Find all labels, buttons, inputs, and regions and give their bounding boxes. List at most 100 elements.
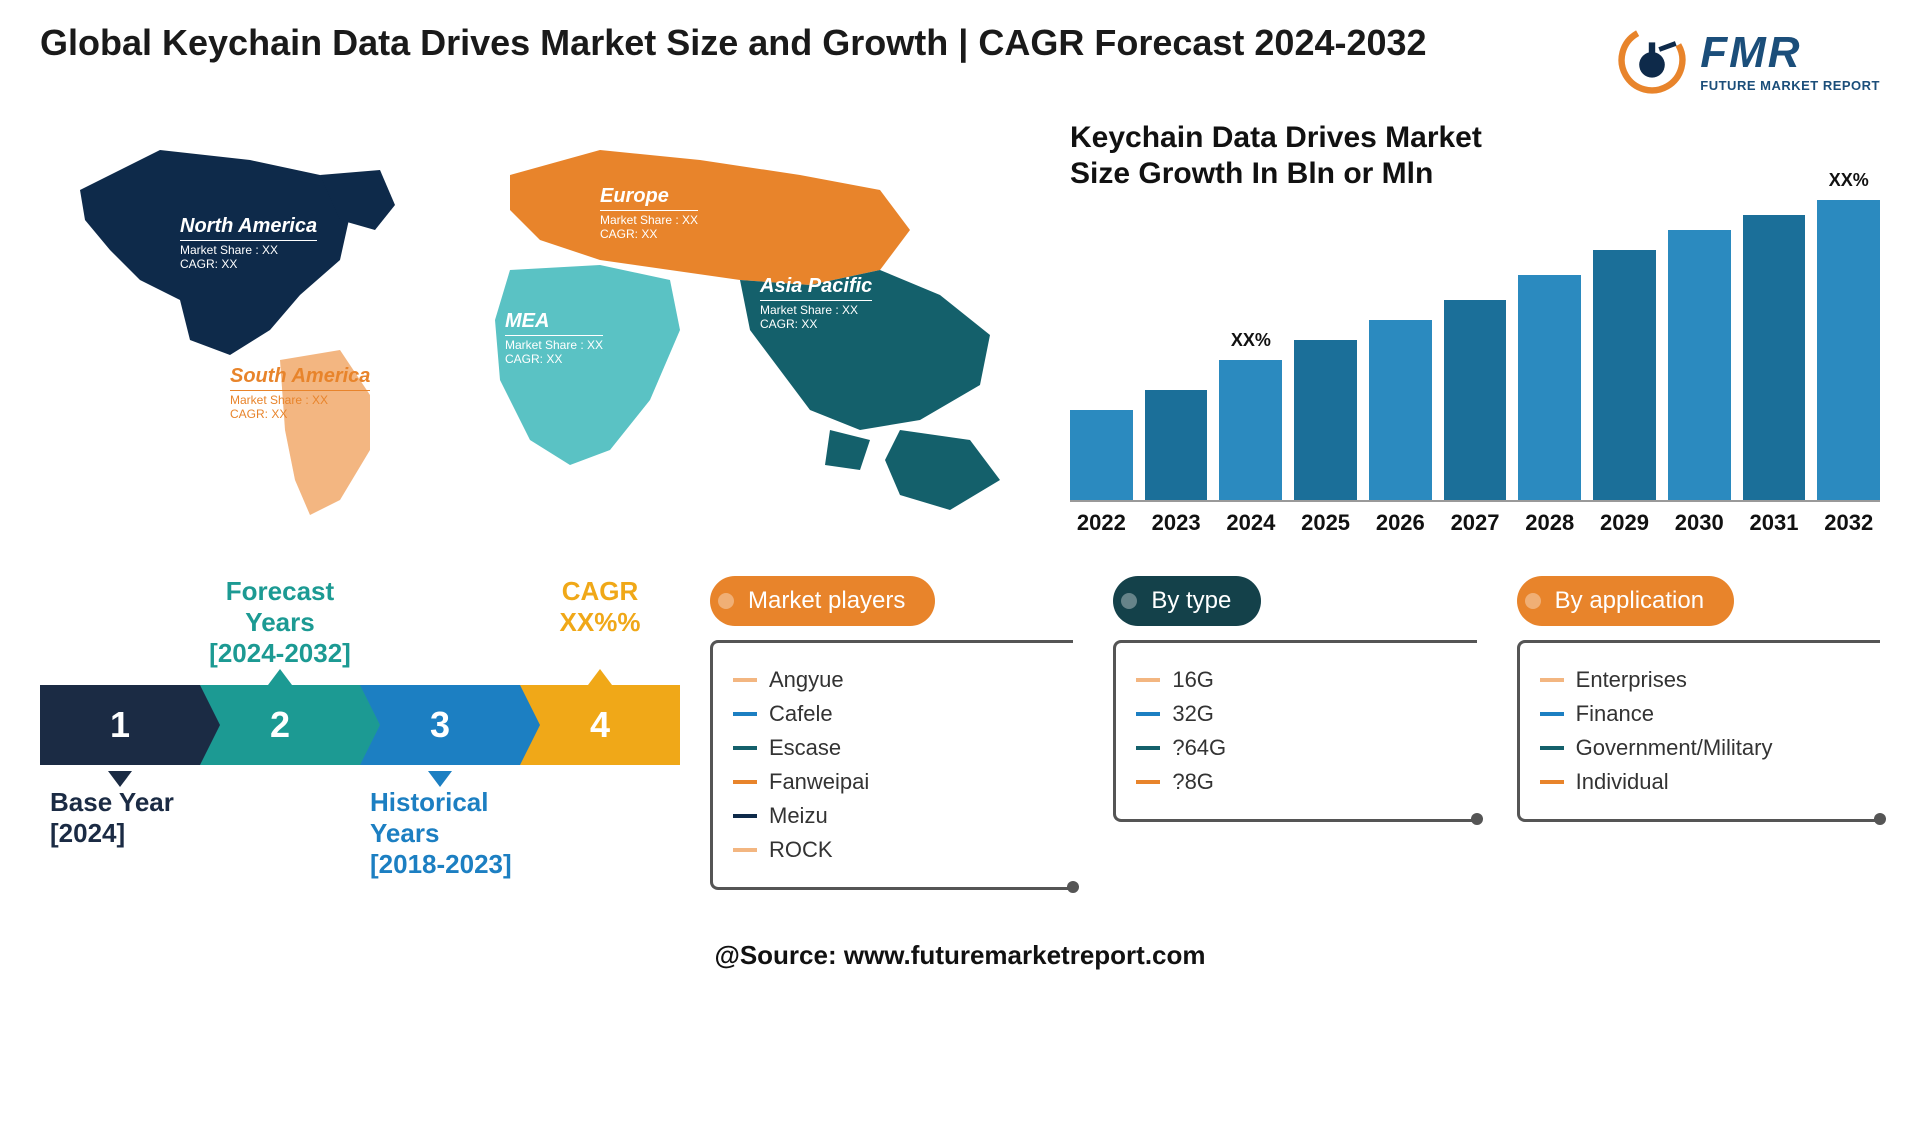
info-item: Individual (1540, 769, 1870, 795)
info-header: By application (1555, 587, 1704, 615)
year-label: 2023 (1145, 510, 1208, 536)
info-item-label: Escase (769, 735, 841, 761)
info-column: By type 16G 32G ?64G ?8G (1113, 576, 1476, 890)
dash-icon (733, 848, 757, 852)
chart-title: Keychain Data Drives Market Size Growth … (1070, 120, 1490, 192)
timeline-top-label: CAGR (520, 576, 680, 607)
timeline: Forecast Years[2024-2032]CAGRXX%% 1234 B… (40, 576, 680, 880)
logo-text-main: FMR (1700, 28, 1880, 78)
bar-col (1444, 300, 1507, 500)
dash-icon (1136, 712, 1160, 716)
bar (1369, 320, 1432, 500)
bar (1593, 250, 1656, 500)
bar (1070, 410, 1133, 500)
timeline-bot-label: Base Year (50, 787, 200, 818)
region-mea-share: Market Share : XX (505, 338, 603, 352)
info-item-label: ?64G (1172, 735, 1226, 761)
info-column: Market players Angyue Cafele Escase Fanweipa… (710, 576, 1073, 890)
year-label: 2025 (1294, 510, 1357, 536)
region-na-name: North America (180, 215, 317, 241)
dash-icon (1540, 746, 1564, 750)
timeline-bot-sub: [2024] (50, 818, 200, 849)
logo: FMR FUTURE MARKET REPORT (1612, 20, 1880, 100)
info-item: 16G (1136, 667, 1466, 693)
info-header: Market players (748, 587, 905, 615)
info-header: By type (1151, 587, 1231, 615)
region-na-cagr: CAGR: XX (180, 257, 317, 271)
info-item-label: Enterprises (1576, 667, 1687, 693)
timeline-top-sub: [2024-2032] (200, 638, 360, 669)
bar-col (1070, 410, 1133, 500)
region-eu-cagr: CAGR: XX (600, 227, 698, 241)
year-label: 2032 (1817, 510, 1880, 536)
dash-icon (733, 746, 757, 750)
bar-col: XX% (1219, 360, 1282, 500)
bar (1518, 275, 1581, 500)
info-pill: By application (1517, 576, 1734, 626)
year-label: 2030 (1668, 510, 1731, 536)
dash-icon (1136, 746, 1160, 750)
info-item: Government/Military (1540, 735, 1870, 761)
bar (1668, 230, 1731, 500)
info-item-label: Individual (1576, 769, 1669, 795)
year-label: 2029 (1593, 510, 1656, 536)
info-item-label: ROCK (769, 837, 833, 863)
bar (1817, 200, 1880, 500)
region-mea-cagr: CAGR: XX (505, 352, 603, 366)
bar (1219, 360, 1282, 500)
year-label: 2024 (1219, 510, 1282, 536)
dash-icon (1540, 780, 1564, 784)
dash-icon (1136, 678, 1160, 682)
growth-chart: Keychain Data Drives Market Size Growth … (1070, 120, 1880, 536)
dash-icon (733, 814, 757, 818)
info-item: 32G (1136, 701, 1466, 727)
timeline-segment: 4 (520, 685, 680, 765)
bar-col: XX% (1817, 200, 1880, 500)
region-eu-share: Market Share : XX (600, 213, 698, 227)
bar-col (1369, 320, 1432, 500)
region-sa-name: South America (230, 365, 370, 391)
arrow-up-icon (268, 669, 292, 685)
year-label: 2027 (1444, 510, 1507, 536)
info-bracket: Angyue Cafele Escase Fanweipai Meizu ROCK (710, 640, 1073, 890)
region-eu-name: Europe (600, 185, 698, 211)
region-ap-share: Market Share : XX (760, 303, 872, 317)
info-item-label: Finance (1576, 701, 1654, 727)
bar-annotation: XX% (1231, 330, 1271, 351)
bar (1743, 215, 1806, 500)
pill-dot-icon (1121, 593, 1137, 609)
info-item: ?64G (1136, 735, 1466, 761)
page-title: Global Keychain Data Drives Market Size … (40, 20, 1427, 67)
info-item: Meizu (733, 803, 1063, 829)
bar (1294, 340, 1357, 500)
info-item-label: Fanweipai (769, 769, 869, 795)
region-ap-cagr: CAGR: XX (760, 317, 872, 331)
bar-col (1145, 390, 1208, 500)
bar (1145, 390, 1208, 500)
info-item: Cafele (733, 701, 1063, 727)
logo-text-sub: FUTURE MARKET REPORT (1700, 78, 1880, 93)
pill-dot-icon (1525, 593, 1541, 609)
year-label: 2028 (1518, 510, 1581, 536)
info-item-label: 16G (1172, 667, 1214, 693)
arrow-down-icon (108, 771, 132, 787)
info-item: ?8G (1136, 769, 1466, 795)
info-item-label: ?8G (1172, 769, 1214, 795)
dash-icon (733, 712, 757, 716)
bar-col (1668, 230, 1731, 500)
pill-dot-icon (718, 593, 734, 609)
timeline-top-sub: XX%% (520, 607, 680, 638)
bar-col (1593, 250, 1656, 500)
timeline-top-label: Forecast Years (200, 576, 360, 638)
dash-icon (733, 678, 757, 682)
world-map: North America Market Share : XX CAGR: XX… (40, 120, 1040, 520)
info-item-label: Meizu (769, 803, 828, 829)
info-item: Escase (733, 735, 1063, 761)
bar (1444, 300, 1507, 500)
info-item: Enterprises (1540, 667, 1870, 693)
dash-icon (1136, 780, 1160, 784)
info-item: Angyue (733, 667, 1063, 693)
timeline-segment: 1 (40, 685, 200, 765)
info-column: By application Enterprises Finance Governme… (1517, 576, 1880, 890)
dash-icon (733, 780, 757, 784)
